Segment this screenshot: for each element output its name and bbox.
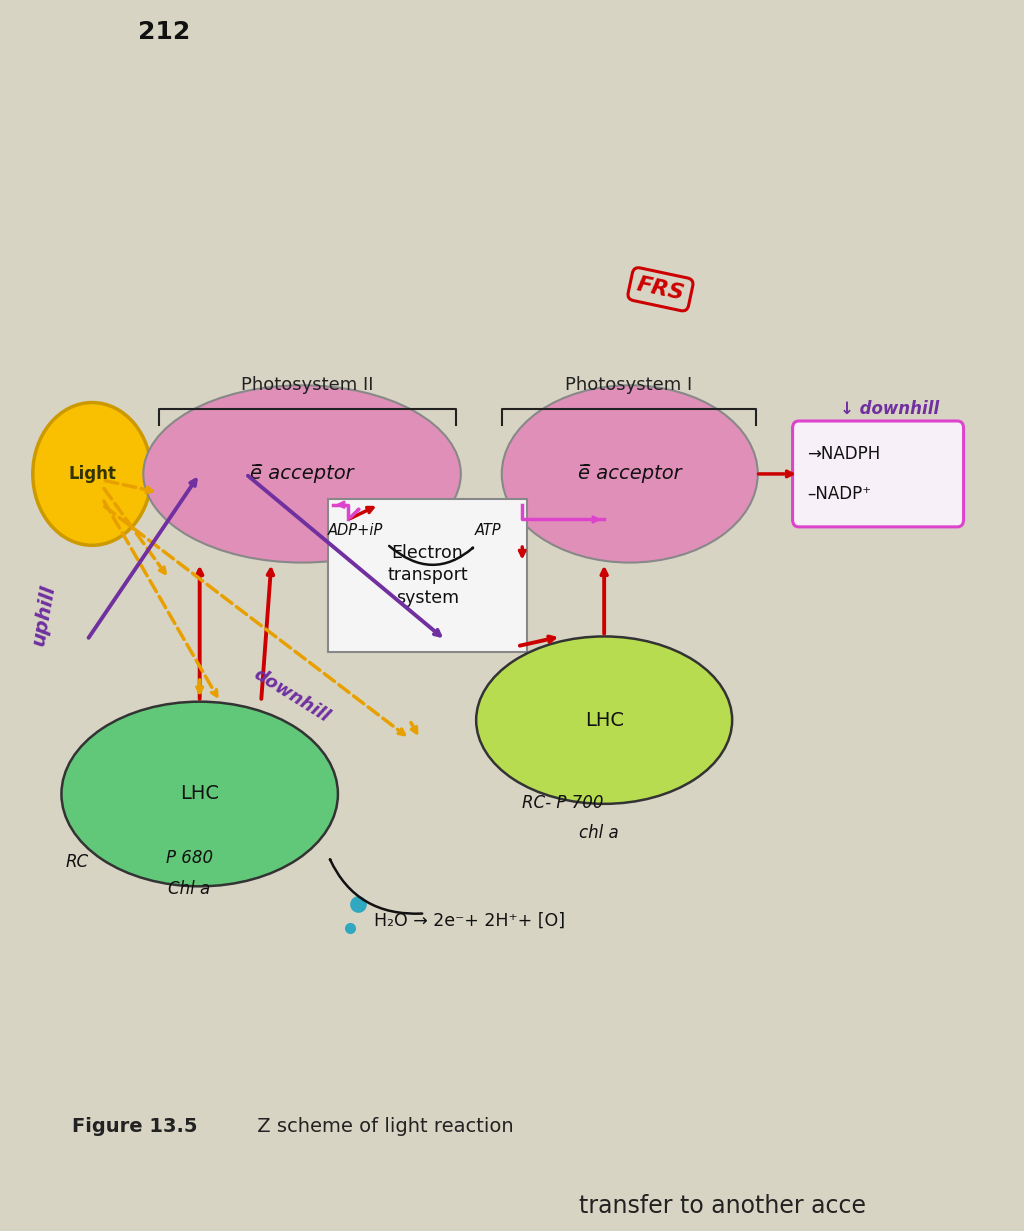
Text: Z scheme of light reaction: Z scheme of light reaction	[251, 1117, 513, 1136]
FancyArrowPatch shape	[330, 859, 422, 913]
FancyBboxPatch shape	[793, 421, 964, 527]
Text: ↓ downhill: ↓ downhill	[840, 400, 939, 417]
Text: transfer to another acce: transfer to another acce	[579, 1194, 865, 1219]
Text: ATP: ATP	[475, 523, 502, 538]
Text: H₂O → 2e⁻+ 2H⁺+ [O]: H₂O → 2e⁻+ 2H⁺+ [O]	[374, 912, 565, 929]
Text: Figure 13.5: Figure 13.5	[72, 1117, 198, 1136]
Ellipse shape	[33, 403, 152, 545]
Text: chl a: chl a	[579, 825, 618, 842]
Text: FRS: FRS	[635, 275, 686, 304]
Text: –NADP⁺: –NADP⁺	[807, 485, 871, 503]
Ellipse shape	[143, 385, 461, 563]
Text: Chl a: Chl a	[168, 880, 211, 897]
Text: Electron
transport
system: Electron transport system	[387, 544, 468, 607]
Text: RC: RC	[66, 853, 88, 870]
Text: 212: 212	[138, 21, 190, 44]
Text: Photosystem I: Photosystem I	[565, 375, 692, 394]
Text: ē̅ acceptor: ē̅ acceptor	[250, 464, 354, 484]
Ellipse shape	[476, 636, 732, 804]
Ellipse shape	[502, 385, 758, 563]
Text: ADP+iP: ADP+iP	[328, 523, 383, 538]
Text: →NADPH: →NADPH	[807, 444, 881, 463]
Text: Photosystem II: Photosystem II	[241, 375, 374, 394]
FancyArrowPatch shape	[350, 510, 358, 517]
Text: ē̅ acceptor: ē̅ acceptor	[578, 464, 682, 484]
Text: P 680: P 680	[166, 849, 213, 867]
Ellipse shape	[61, 702, 338, 886]
Text: Light: Light	[69, 465, 116, 483]
FancyBboxPatch shape	[328, 499, 527, 652]
Text: RC- P 700: RC- P 700	[522, 794, 604, 811]
FancyArrowPatch shape	[389, 545, 473, 565]
Text: LHC: LHC	[180, 784, 219, 804]
Text: uphill: uphill	[29, 583, 58, 648]
Text: downhill: downhill	[251, 665, 333, 726]
Text: LHC: LHC	[585, 710, 624, 730]
